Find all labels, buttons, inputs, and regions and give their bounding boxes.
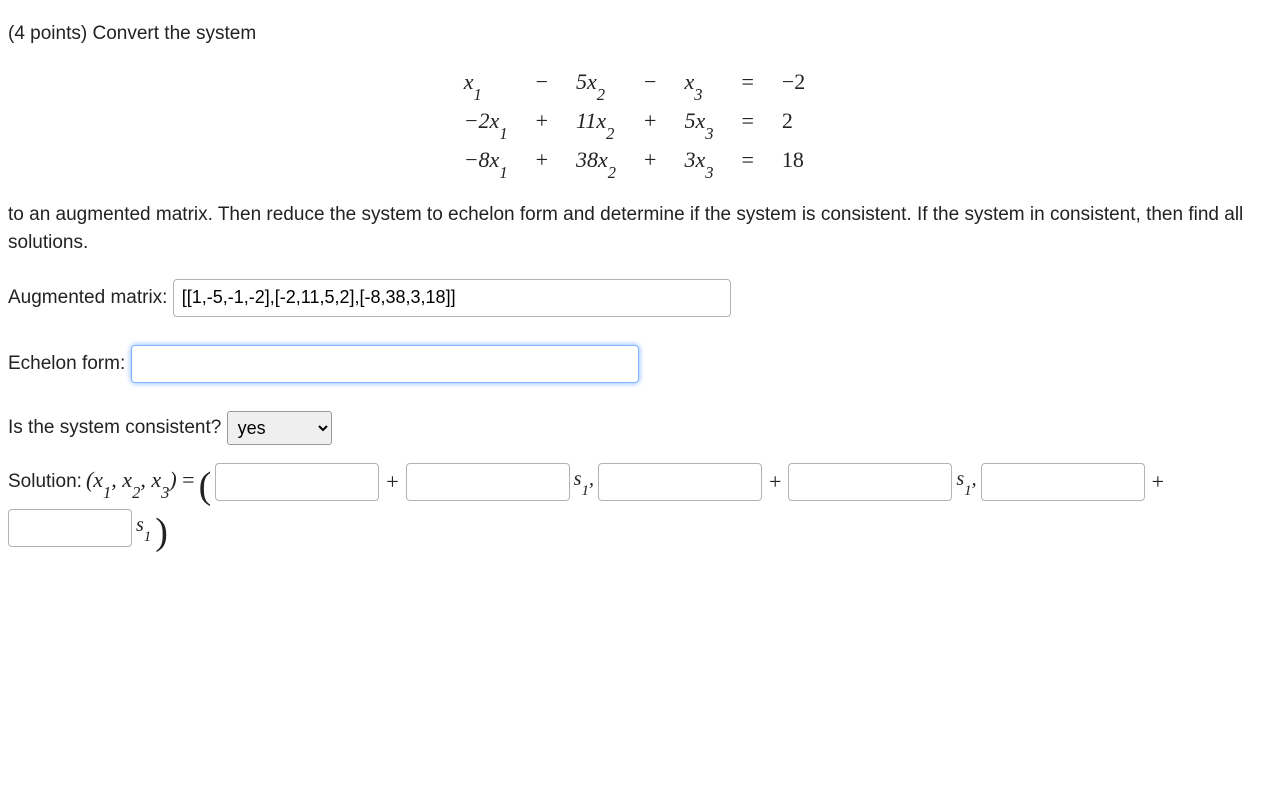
solution-x1-const-input[interactable]: [215, 463, 379, 501]
eq-term: 3x3: [684, 144, 713, 179]
solution-x1-coef-input[interactable]: [406, 463, 570, 501]
instruction-text: to an augmented matrix. Then reduce the …: [8, 201, 1261, 256]
solution-x3-coef-input[interactable]: [8, 509, 132, 547]
eq-term: x3: [684, 66, 713, 101]
s1-label: s1,: [956, 465, 976, 498]
plus-sign: +: [386, 466, 398, 498]
plus-sign: +: [1152, 466, 1164, 498]
solution-lhs: (x1, x2, x3) =: [86, 464, 195, 499]
solution-label: Solution:: [8, 468, 82, 496]
eq-op: +: [536, 105, 548, 137]
augmented-input[interactable]: [173, 279, 731, 317]
eq-term: −2x1: [464, 105, 508, 140]
echelon-row: Echelon form:: [8, 345, 1261, 383]
s1-label: s1,: [574, 465, 594, 498]
eq-term: 11x2: [576, 105, 616, 140]
equation-system: x1 − 5x2 − x3 = −2 −2x1 + 11x2 + 5x3 = 2…: [8, 66, 1261, 180]
eq-term: −8x1: [464, 144, 508, 179]
eq-rhs: −2: [782, 66, 805, 98]
solution-row-2: s1 ): [8, 509, 1261, 547]
solution-x2-coef-input[interactable]: [788, 463, 952, 501]
points-text: (4 points) Convert the system: [8, 23, 256, 44]
consistent-select[interactable]: yes: [227, 411, 332, 445]
eq-op: −: [644, 66, 656, 98]
eq-op: +: [644, 105, 656, 137]
points-line: (4 points) Convert the system: [8, 20, 1261, 48]
eq-op: +: [644, 144, 656, 176]
eq-op: =: [741, 105, 753, 137]
consistent-row: Is the system consistent? yes: [8, 411, 1261, 445]
eq-op: =: [741, 66, 753, 98]
eq-op: +: [536, 144, 548, 176]
solution-x2-const-input[interactable]: [598, 463, 762, 501]
eq-rhs: 18: [782, 144, 805, 176]
echelon-input[interactable]: [131, 345, 639, 383]
eq-rhs: 2: [782, 105, 805, 137]
eq-term: 38x2: [576, 144, 616, 179]
echelon-label: Echelon form:: [8, 353, 125, 374]
eq-op: =: [741, 144, 753, 176]
eq-op: −: [536, 66, 548, 98]
plus-sign: +: [769, 466, 781, 498]
eq-term: 5x3: [684, 105, 713, 140]
consistent-label: Is the system consistent?: [8, 417, 221, 438]
solution-row: Solution: (x1, x2, x3) = ( + s1, + s1, +: [8, 463, 1261, 501]
eq-term: x1: [464, 66, 508, 101]
s1-label: s1: [136, 511, 151, 544]
augmented-row: Augmented matrix:: [8, 279, 1261, 317]
solution-x3-const-input[interactable]: [981, 463, 1145, 501]
eq-term: 5x2: [576, 66, 616, 101]
augmented-label: Augmented matrix:: [8, 287, 167, 308]
